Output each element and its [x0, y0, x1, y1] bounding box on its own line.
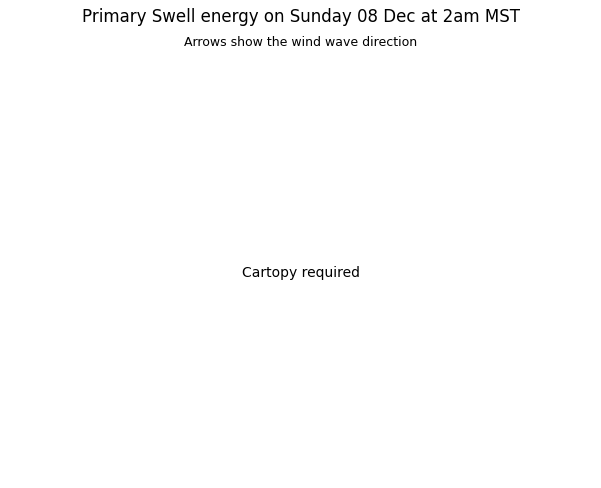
Text: Arrows show the wind wave direction: Arrows show the wind wave direction [184, 36, 417, 49]
Text: Primary Swell energy on Sunday 08 Dec at 2am MST: Primary Swell energy on Sunday 08 Dec at… [82, 8, 519, 26]
Text: Cartopy required: Cartopy required [242, 265, 359, 279]
